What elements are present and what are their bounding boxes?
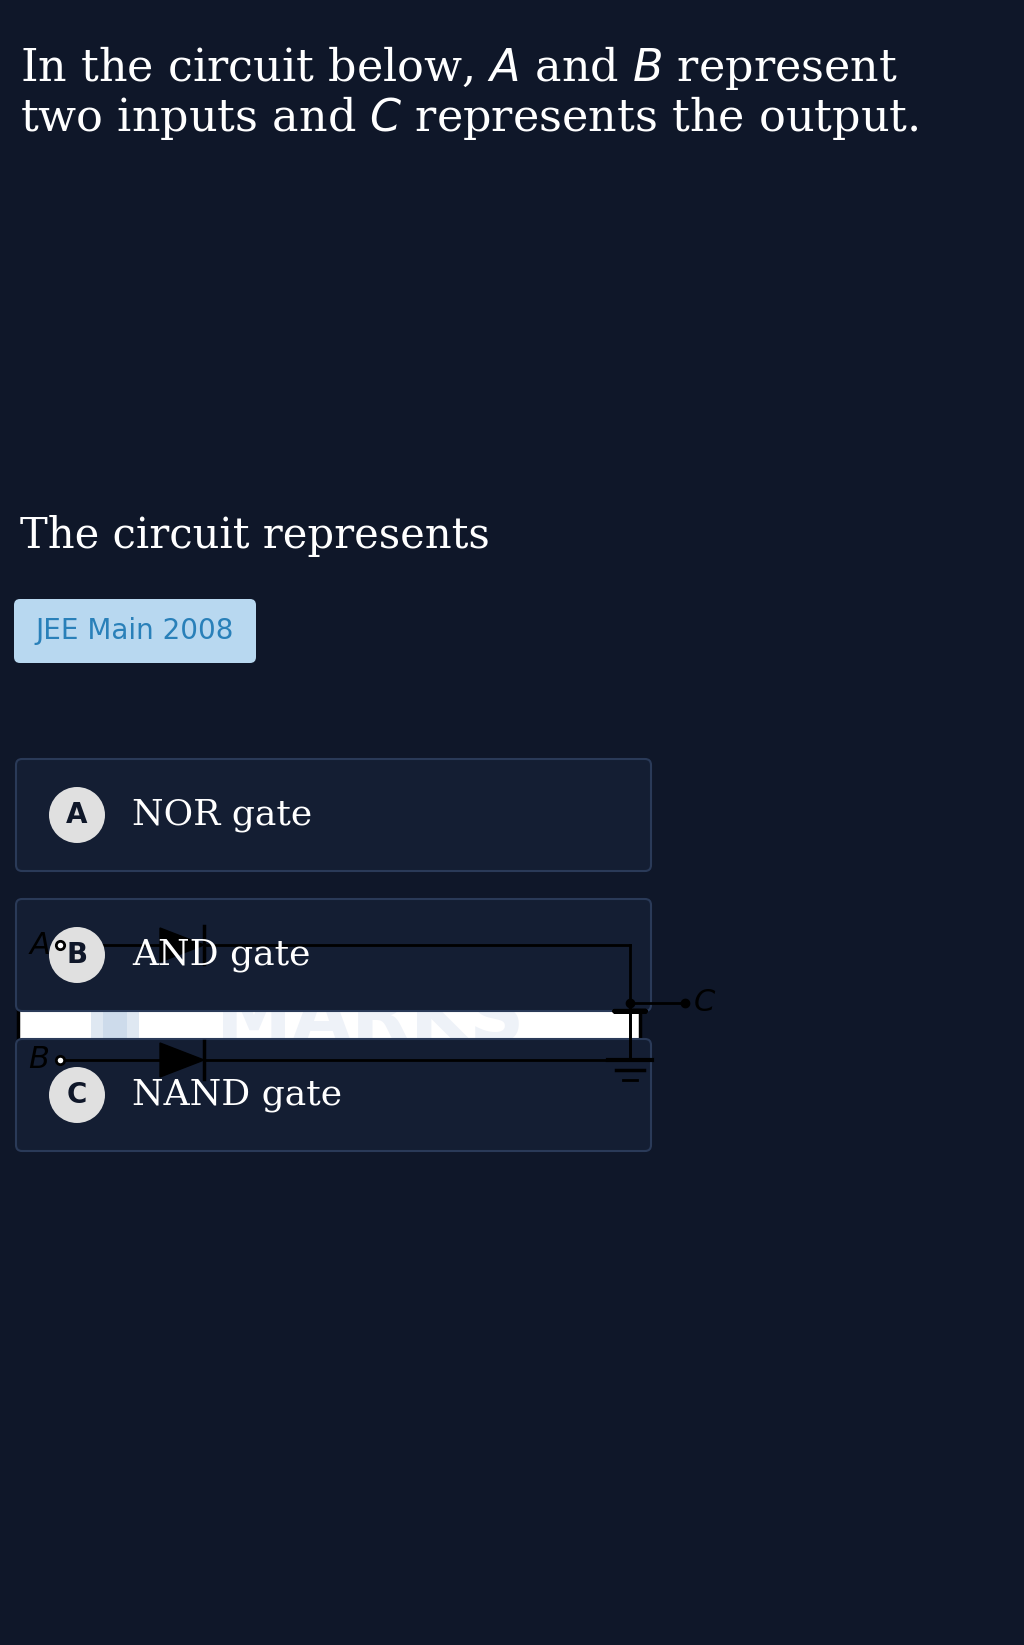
Circle shape — [49, 928, 105, 984]
FancyBboxPatch shape — [14, 599, 256, 663]
Polygon shape — [160, 1043, 204, 1077]
Circle shape — [49, 786, 105, 842]
Text: C: C — [67, 1081, 87, 1109]
Text: AND gate: AND gate — [132, 938, 310, 972]
FancyBboxPatch shape — [16, 900, 651, 1012]
Text: two inputs and $\mathit{C}$ represents the output.: two inputs and $\mathit{C}$ represents t… — [20, 94, 920, 141]
Text: $B$: $B$ — [28, 1045, 49, 1076]
Text: A: A — [67, 801, 88, 829]
Text: In the circuit below, $\mathit{A}$ and $\mathit{B}$ represent: In the circuit below, $\mathit{A}$ and $… — [20, 44, 898, 92]
FancyBboxPatch shape — [16, 758, 651, 870]
Polygon shape — [160, 928, 204, 962]
FancyBboxPatch shape — [103, 975, 139, 1064]
Text: MARKS: MARKS — [216, 984, 524, 1058]
Text: NOR gate: NOR gate — [132, 798, 312, 832]
Text: B: B — [67, 941, 88, 969]
FancyBboxPatch shape — [91, 975, 127, 1064]
FancyBboxPatch shape — [16, 1040, 651, 1152]
Text: $C$: $C$ — [693, 987, 716, 1018]
Text: $A$: $A$ — [28, 929, 50, 961]
FancyBboxPatch shape — [18, 915, 640, 1120]
Text: The circuit represents: The circuit represents — [20, 515, 489, 558]
Text: JEE Main 2008: JEE Main 2008 — [36, 617, 234, 645]
Circle shape — [49, 1068, 105, 1124]
Text: NAND gate: NAND gate — [132, 1077, 342, 1112]
